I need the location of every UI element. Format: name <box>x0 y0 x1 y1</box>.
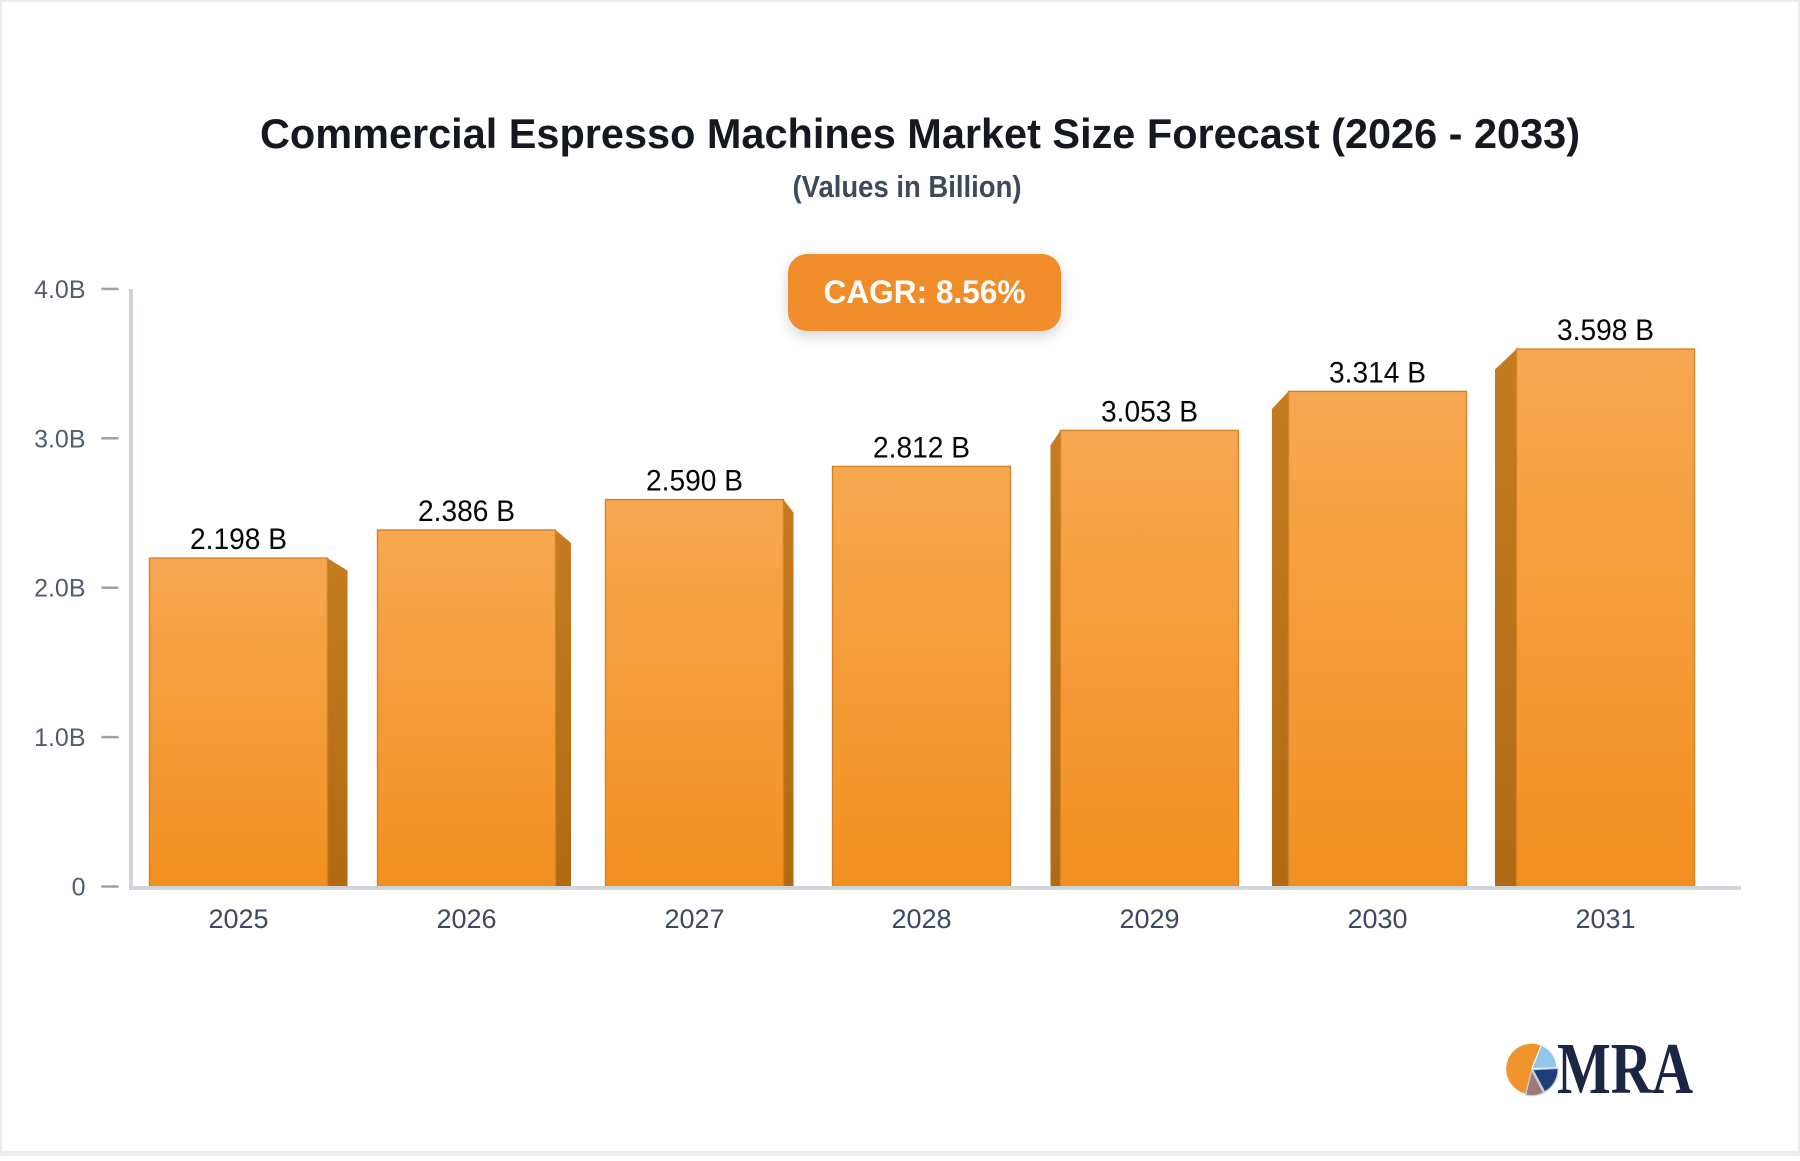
svg-text:2030: 2030 <box>1347 904 1407 934</box>
svg-text:2025: 2025 <box>208 904 268 934</box>
svg-text:3.314 B: 3.314 B <box>1329 356 1426 389</box>
svg-text:MRA: MRA <box>1557 1028 1693 1109</box>
svg-text:3.598 B: 3.598 B <box>1557 314 1654 347</box>
svg-text:2.0B: 2.0B <box>34 575 85 603</box>
svg-text:(Values in Billion): (Values in Billion) <box>793 169 1022 204</box>
svg-text:2029: 2029 <box>1119 904 1179 934</box>
svg-text:2026: 2026 <box>436 904 496 934</box>
svg-text:2.198 B: 2.198 B <box>190 523 287 556</box>
svg-text:2.590 B: 2.590 B <box>646 465 743 498</box>
svg-text:2.386 B: 2.386 B <box>418 495 515 528</box>
svg-text:2028: 2028 <box>891 904 951 934</box>
svg-text:4.0B: 4.0B <box>34 276 85 304</box>
svg-text:1.0B: 1.0B <box>34 724 85 752</box>
svg-text:2.812 B: 2.812 B <box>873 431 970 464</box>
svg-text:3.053 B: 3.053 B <box>1101 395 1198 428</box>
svg-text:Commercial Espresso Machines M: Commercial Espresso Machines Market Size… <box>260 111 1580 157</box>
svg-text:2031: 2031 <box>1575 904 1635 934</box>
svg-text:3.0B: 3.0B <box>34 425 85 453</box>
svg-text:CAGR: 8.56%: CAGR: 8.56% <box>824 274 1026 310</box>
svg-text:0: 0 <box>72 874 86 902</box>
svg-text:2027: 2027 <box>664 904 724 934</box>
